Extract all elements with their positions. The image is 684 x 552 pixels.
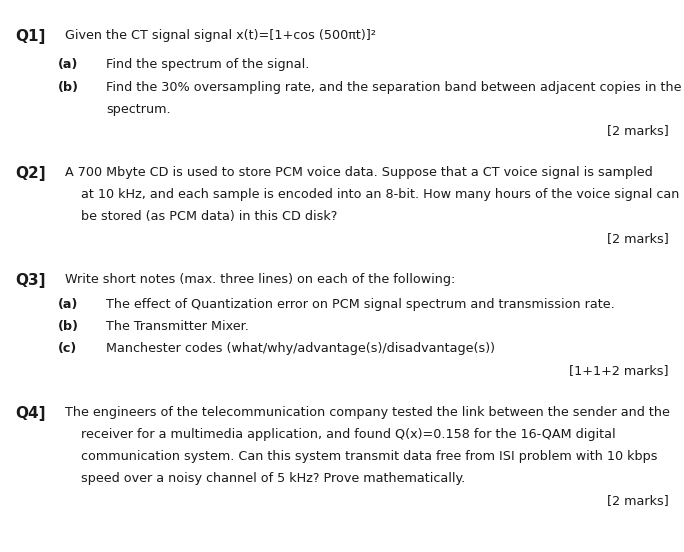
Text: The Transmitter Mixer.: The Transmitter Mixer. [106,320,249,333]
Text: [2 marks]: [2 marks] [607,232,669,245]
Text: [1+1+2 marks]: [1+1+2 marks] [570,364,669,378]
Text: Find the spectrum of the signal.: Find the spectrum of the signal. [106,58,309,71]
Text: (c): (c) [58,342,77,355]
Text: receiver for a multimedia application, and found Q(x)=0.158 for the 16-QAM digit: receiver for a multimedia application, a… [81,428,616,441]
Text: (a): (a) [58,298,79,311]
Text: Q2]: Q2] [15,166,46,181]
Text: (b): (b) [58,320,79,333]
Text: spectrum.: spectrum. [106,103,170,116]
Text: at 10 kHz, and each sample is encoded into an 8-bit. How many hours of the voice: at 10 kHz, and each sample is encoded in… [81,188,679,201]
Text: Given the CT signal signal x(t)=[1+cos (500πt)]²: Given the CT signal signal x(t)=[1+cos (… [65,29,376,42]
Text: Q1]: Q1] [15,29,45,44]
Text: A 700 Mbyte CD is used to store PCM voice data. Suppose that a CT voice signal i: A 700 Mbyte CD is used to store PCM voic… [65,166,653,179]
Text: (a): (a) [58,58,79,71]
Text: The effect of Quantization error on PCM signal spectrum and transmission rate.: The effect of Quantization error on PCM … [106,298,615,311]
Text: [2 marks]: [2 marks] [607,494,669,507]
Text: (b): (b) [58,81,79,94]
Text: Find the 30% oversampling rate, and the separation band between adjacent copies : Find the 30% oversampling rate, and the … [106,81,681,94]
Text: Q3]: Q3] [15,273,46,288]
Text: be stored (as PCM data) in this CD disk?: be stored (as PCM data) in this CD disk? [81,210,337,223]
Text: communication system. Can this system transmit data free from ISI problem with 1: communication system. Can this system tr… [81,450,657,463]
Text: [2 marks]: [2 marks] [607,124,669,137]
Text: Write short notes (max. three lines) on each of the following:: Write short notes (max. three lines) on … [65,273,456,286]
Text: Manchester codes (what/why/advantage(s)/disadvantage(s)): Manchester codes (what/why/advantage(s)/… [106,342,495,355]
Text: Q4]: Q4] [15,406,46,421]
Text: speed over a noisy channel of 5 kHz? Prove mathematically.: speed over a noisy channel of 5 kHz? Pro… [81,472,465,485]
Text: The engineers of the telecommunication company tested the link between the sende: The engineers of the telecommunication c… [65,406,670,419]
